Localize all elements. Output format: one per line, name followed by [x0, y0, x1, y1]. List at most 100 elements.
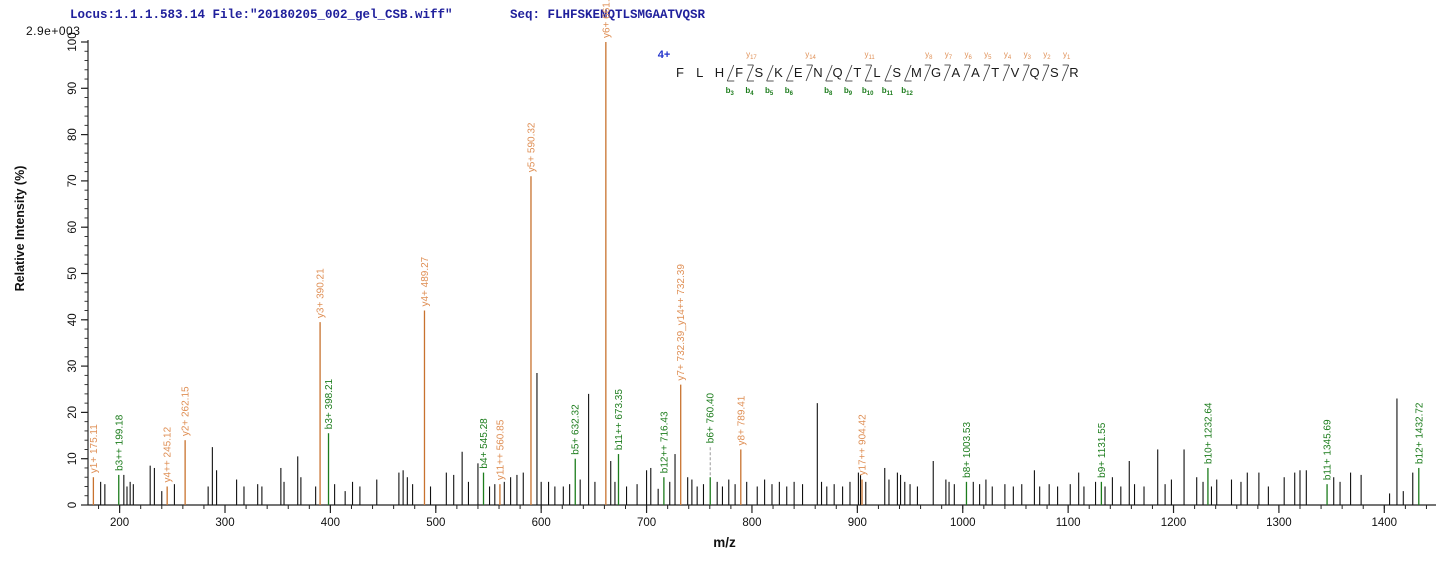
b-ion-label-b4: b4	[745, 86, 754, 97]
residue-2: L	[696, 65, 703, 80]
x-tick-label: 200	[110, 517, 129, 529]
b-ion-label-b5: b5	[765, 86, 774, 97]
y-ion-label-y4: y4	[1004, 50, 1012, 61]
peak-label: y1+ 175.11	[89, 424, 100, 473]
cleavage-slash	[904, 64, 912, 82]
residue-16: A	[971, 65, 980, 80]
peak-label: b8+ 1003.53	[962, 422, 973, 478]
y-tick-label: 20	[67, 406, 79, 419]
b-ion-label-b6: b6	[785, 86, 794, 97]
peak-label: b12+ 1432.72	[1414, 402, 1425, 464]
peak-label: b11+ 1345.69	[1323, 419, 1334, 480]
residue-19: Q	[1030, 65, 1040, 80]
b-ion-label-b3: b3	[726, 86, 735, 97]
y-tick-label: 10	[67, 452, 79, 465]
residue-8: N	[813, 65, 822, 80]
residue-21: R	[1069, 65, 1078, 80]
cleavage-slash	[963, 64, 971, 82]
x-tick-label: 1000	[950, 517, 976, 529]
residue-18: V	[1011, 65, 1020, 80]
y-ion-label-y8: y8	[925, 50, 933, 61]
y-tick-label: 50	[67, 267, 79, 280]
residue-17: T	[991, 65, 999, 80]
cleavage-slash	[726, 64, 735, 82]
y-tick-label: 40	[67, 313, 79, 326]
peak-label: b5+ 632.32	[571, 404, 582, 455]
cleavage-slash	[923, 64, 932, 82]
cleavage-slash	[845, 64, 853, 82]
peak-label: y3+ 390.21	[316, 268, 327, 318]
x-tick-label: 1200	[1161, 517, 1187, 529]
y-tick-label: 90	[67, 82, 79, 95]
peak-label: b9+ 1131.55	[1097, 422, 1108, 478]
cleavage-slash	[1002, 64, 1010, 82]
y-ion-label-y3: y3	[1024, 50, 1032, 61]
locus-file-label: Locus:1.1.1.583.14 File:"20180205_002_ge…	[70, 8, 453, 22]
y-ion-label-y2: y2	[1043, 50, 1051, 61]
cleavage-slash	[1042, 64, 1050, 82]
x-tick-label: 300	[215, 517, 234, 529]
y-ion-label-y1: y1	[1063, 50, 1071, 61]
cleavage-slash	[884, 64, 892, 82]
header-bar: Locus:1.1.1.583.14 File:"20180205_002_ge…	[0, 8, 1436, 26]
cleavage-slash	[825, 64, 833, 82]
y-ion-label-y17: y17	[746, 50, 757, 61]
cleavage-slash	[766, 64, 774, 82]
cleavage-slash	[943, 64, 951, 82]
x-tick-label: 900	[848, 517, 867, 529]
cleavage-slash	[1061, 64, 1070, 82]
peak-label: y6+ 661.36	[601, 0, 612, 38]
peak-label: b12++ 716.43	[659, 411, 670, 473]
x-tick-label: 800	[742, 517, 761, 529]
b-ion-label-b8: b8	[824, 86, 833, 97]
peak-label: b4+ 545.28	[479, 418, 490, 469]
cleavage-slash	[746, 64, 754, 82]
x-tick-label: 400	[321, 517, 340, 529]
residue-20: S	[1050, 65, 1059, 80]
b-ion-label-b11: b11	[882, 86, 894, 97]
residue-14: G	[931, 65, 941, 80]
precursor-charge-label: 4+	[658, 49, 671, 61]
peak-label: y7+ 732.39_y14++ 732.39	[676, 264, 687, 381]
peak-label: y17++ 904.42	[858, 414, 869, 476]
x-tick-label: 1300	[1266, 517, 1292, 529]
residue-1: F	[676, 65, 684, 80]
y-tick-label: 70	[67, 175, 79, 188]
x-tick-label: 600	[532, 517, 551, 529]
cleavage-slash	[864, 64, 873, 82]
y-tick-label: 0	[67, 502, 79, 508]
residue-5: S	[754, 65, 763, 80]
peak-label: y8+ 789.41	[736, 395, 747, 445]
residue-12: S	[892, 65, 901, 80]
y-tick-label: 30	[67, 360, 79, 373]
residue-3: H	[715, 65, 724, 80]
peak-label: b10+ 1232.64	[1203, 402, 1214, 464]
residue-9: Q	[833, 65, 843, 80]
sequence-label: Seq: FLHFSKENQTLSMGAATVQSR	[510, 8, 706, 22]
residue-11: L	[873, 65, 880, 80]
y-ion-label-y6: y6	[964, 50, 972, 61]
peak-label: y2+ 262.15	[181, 386, 192, 436]
peak-label: b11++ 673.35	[614, 389, 625, 450]
peak-label: b3++ 199.18	[114, 414, 125, 471]
y-tick-label: 60	[67, 221, 79, 234]
y-ion-label-y14: y14	[805, 50, 816, 61]
peak-label: b6+ 760.40	[706, 392, 717, 443]
x-tick-label: 500	[426, 517, 445, 529]
residue-7: E	[794, 65, 803, 80]
x-tick-label: 1100	[1056, 517, 1081, 529]
peak-label: y11++ 560.85	[495, 419, 506, 480]
x-tick-label: 1400	[1372, 517, 1398, 529]
x-tick-label: 700	[637, 517, 656, 529]
residue-13: M	[911, 65, 922, 80]
b-ion-label-b9: b9	[844, 86, 853, 97]
b-ion-label-b10: b10	[862, 86, 874, 97]
peak-label: y4++ 245.12	[163, 426, 174, 482]
cleavage-slash	[1022, 64, 1030, 82]
residue-4: F	[735, 65, 743, 80]
cleavage-slash	[805, 64, 813, 82]
residue-15: A	[951, 65, 960, 80]
peak-label: y5+ 590.32	[526, 122, 537, 172]
